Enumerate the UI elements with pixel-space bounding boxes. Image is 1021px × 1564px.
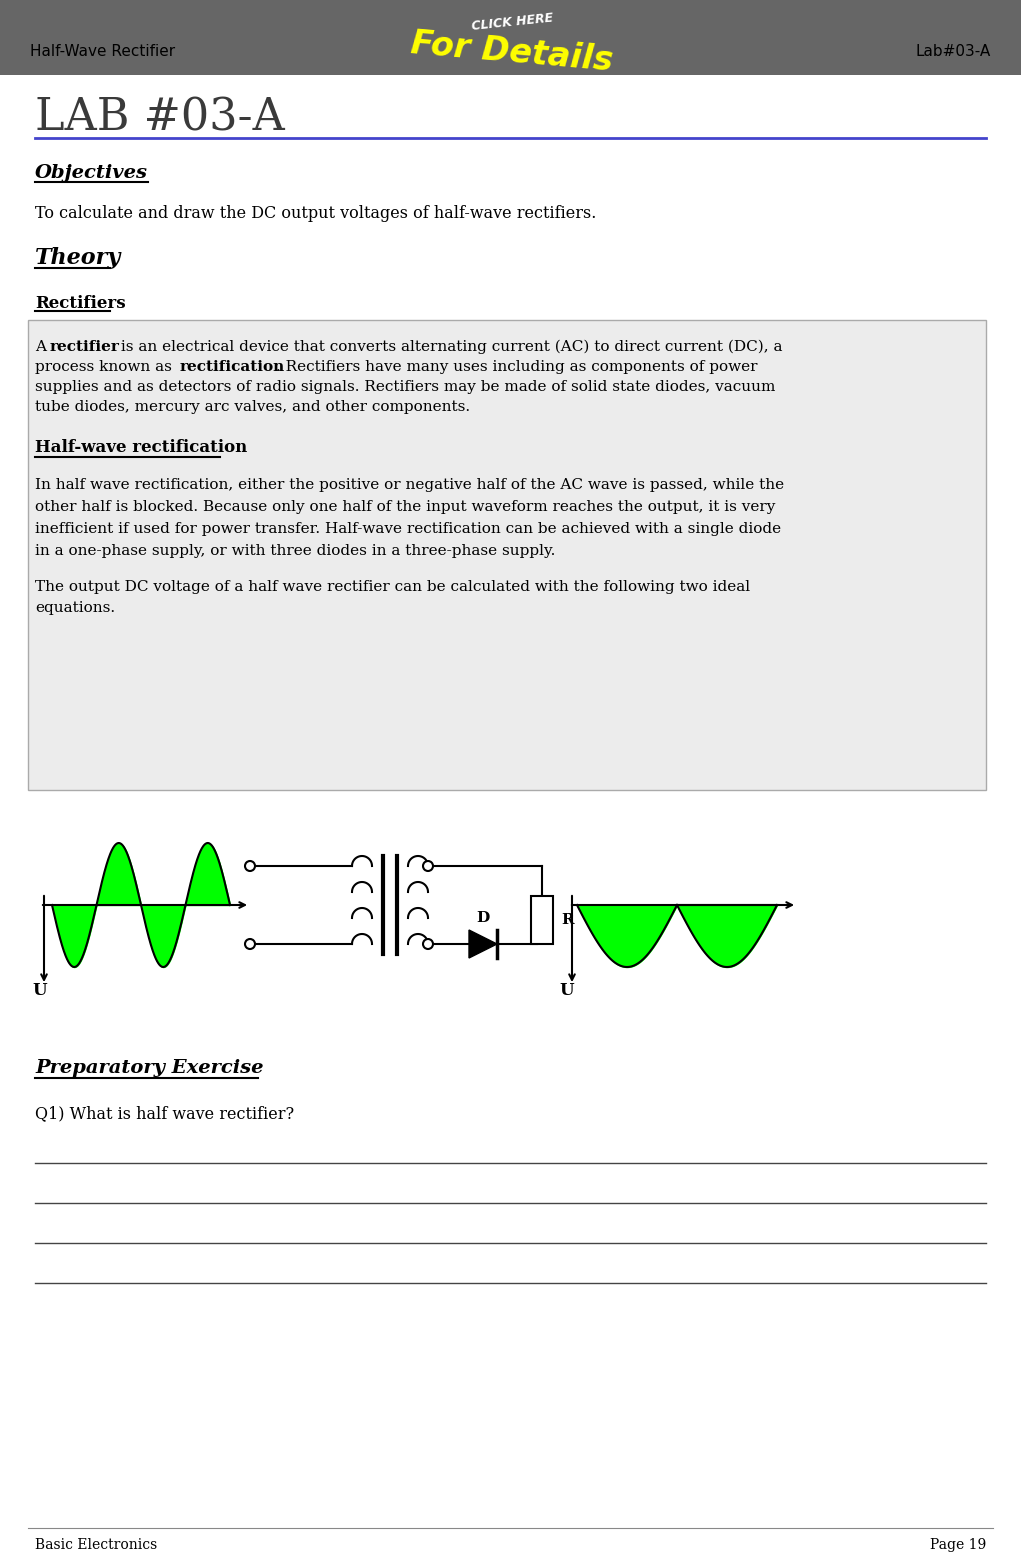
Text: Half-wave rectification: Half-wave rectification (35, 439, 247, 457)
Text: R: R (561, 913, 574, 927)
Text: Rectifiers: Rectifiers (35, 294, 126, 311)
Text: is an electrical device that converts alternating current (AC) to direct current: is an electrical device that converts al… (116, 339, 782, 355)
Text: Half-Wave Rectifier: Half-Wave Rectifier (30, 44, 176, 59)
Text: tube diodes, mercury arc valves, and other components.: tube diodes, mercury arc valves, and oth… (35, 400, 470, 414)
FancyBboxPatch shape (28, 321, 986, 790)
Circle shape (245, 862, 255, 871)
Text: Objectives: Objectives (35, 164, 148, 181)
Text: For Details: For Details (409, 27, 615, 77)
Text: Preparatory Exercise: Preparatory Exercise (35, 1059, 263, 1078)
Text: The output DC voltage of a half wave rectifier can be calculated with the follow: The output DC voltage of a half wave rec… (35, 580, 750, 594)
Text: process known as: process known as (35, 360, 177, 374)
Text: A: A (35, 339, 51, 353)
Text: Theory: Theory (35, 247, 121, 269)
Text: in a one-phase supply, or with three diodes in a three-phase supply.: in a one-phase supply, or with three dio… (35, 544, 555, 558)
Text: Q1) What is half wave rectifier?: Q1) What is half wave rectifier? (35, 1106, 294, 1123)
Text: In half wave rectification, either the positive or negative half of the AC wave : In half wave rectification, either the p… (35, 479, 784, 493)
Text: Lab#03-A: Lab#03-A (916, 44, 991, 59)
Text: U: U (560, 982, 574, 999)
Polygon shape (469, 931, 497, 959)
Circle shape (423, 938, 433, 949)
Text: other half is blocked. Because only one half of the input waveform reaches the o: other half is blocked. Because only one … (35, 500, 775, 515)
Text: Page 19: Page 19 (930, 1537, 986, 1551)
Text: CLICK HERE: CLICK HERE (471, 11, 553, 33)
Bar (531, 896, 553, 945)
Text: equations.: equations. (35, 601, 115, 615)
Text: supplies and as detectors of radio signals. Rectifiers may be made of solid stat: supplies and as detectors of radio signa… (35, 380, 775, 394)
Text: Basic Electronics: Basic Electronics (35, 1537, 157, 1551)
Text: U: U (32, 982, 47, 999)
Text: rectification: rectification (180, 360, 285, 374)
Text: . Rectifiers have many uses including as components of power: . Rectifiers have many uses including as… (276, 360, 758, 374)
Text: inefficient if used for power transfer. Half-wave rectification can be achieved : inefficient if used for power transfer. … (35, 522, 781, 536)
Circle shape (245, 938, 255, 949)
Text: rectifier: rectifier (50, 339, 119, 353)
Text: LAB #03-A: LAB #03-A (35, 97, 285, 139)
Text: To calculate and draw the DC output voltages of half-wave rectifiers.: To calculate and draw the DC output volt… (35, 205, 596, 222)
Text: D: D (477, 910, 490, 924)
Circle shape (423, 862, 433, 871)
Bar (0, 0, 1021, 75)
